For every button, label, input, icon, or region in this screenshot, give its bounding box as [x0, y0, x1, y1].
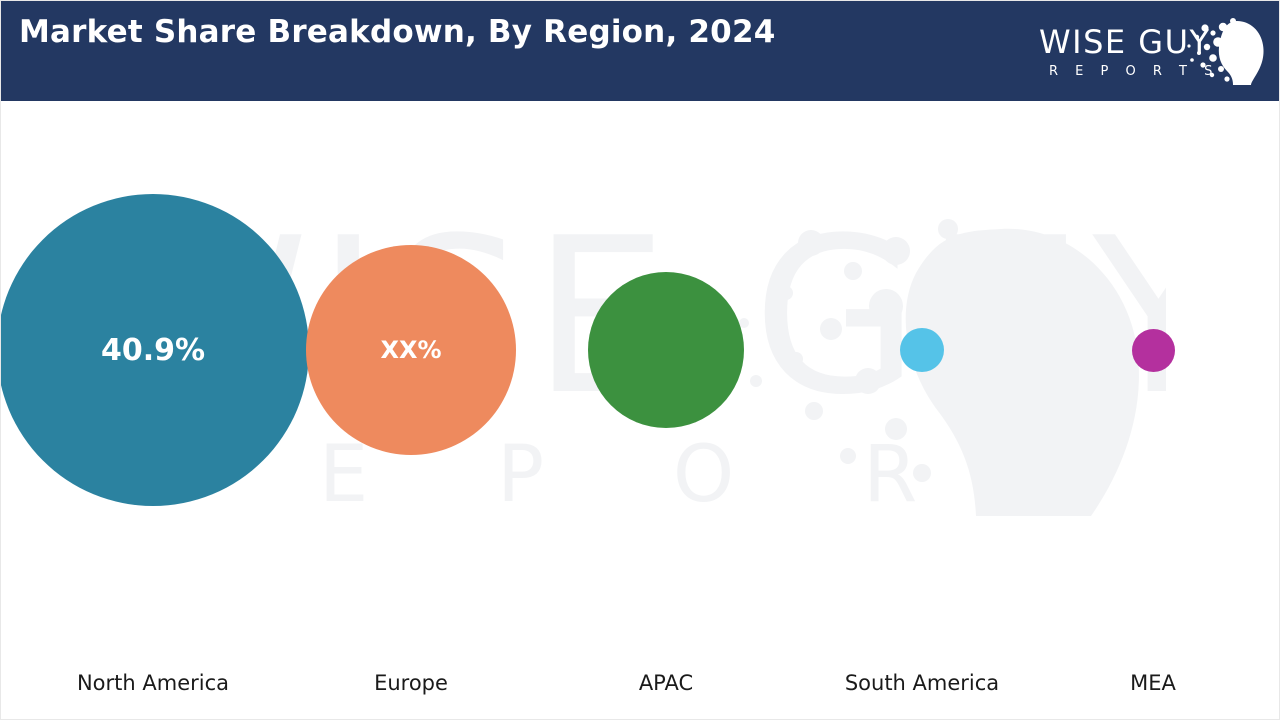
plot-area: WISE GUY R E P O R T S [1, 101, 1279, 719]
page-title: Market Share Breakdown, By Region, 2024 [19, 14, 776, 50]
bubble-apac[interactable] [588, 272, 744, 428]
svg-text:WISE GUY: WISE GUY [1039, 23, 1211, 61]
svg-text:R E P O R T S: R E P O R T S [1049, 64, 1219, 79]
wise-guy-reports-logo: WISE GUY R E P O R T S [1037, 13, 1267, 89]
bubble-value-label: XX% [380, 336, 442, 364]
category-label-south-america: South America [844, 671, 1000, 695]
bubble-mea[interactable] [1132, 329, 1175, 372]
header-bar: Market Share Breakdown, By Region, 2024 … [1, 1, 1279, 101]
category-label-north-america: North America [76, 671, 230, 695]
bubble-north-america[interactable]: 40.9% [1, 194, 309, 506]
category-label-apac: APAC [638, 671, 694, 695]
bubble-europe[interactable]: XX% [306, 245, 516, 455]
svg-text:R E P O R T S: R E P O R T S [136, 430, 1166, 520]
bubble-south-america[interactable] [900, 328, 944, 372]
bubble-value-label: 40.9% [100, 332, 206, 368]
category-label-mea: MEA [1130, 671, 1176, 695]
category-label-europe: Europe [374, 671, 448, 695]
